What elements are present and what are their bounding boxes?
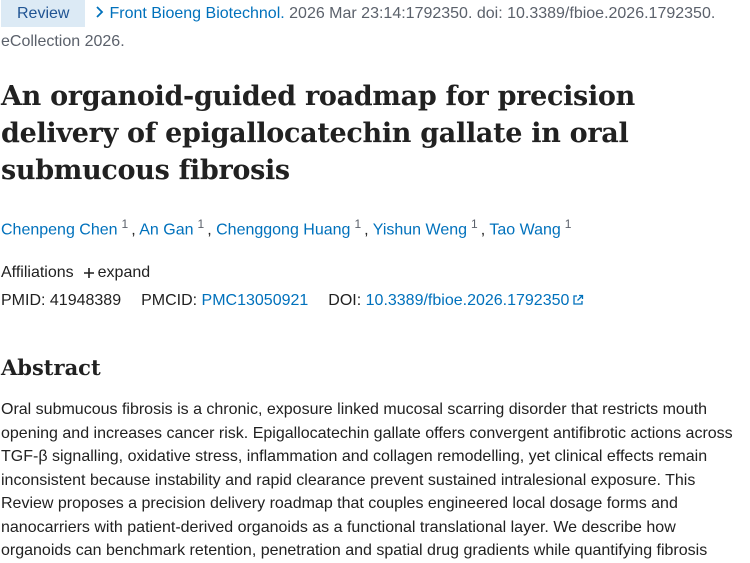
author-separator: ,: [207, 221, 212, 239]
author-separator: ,: [480, 221, 486, 239]
doi-link[interactable]: 10.3389/fbioe.2026.1792350: [365, 292, 570, 310]
citation-details: 2026 Mar 23:14:1792350. doi: 10.3389/fbi…: [289, 5, 716, 22]
journal-link[interactable]: Front Bioeng Biotechnol.: [109, 5, 285, 22]
author-separator: ,: [364, 221, 369, 239]
type-badge: Review: [1, 0, 86, 27]
author-separator: ,: [131, 221, 136, 239]
author-link[interactable]: Yishun Weng: [372, 221, 468, 239]
body: Review Front Bioeng Biotechnol. 2026 Mar …: [1, 0, 733, 560]
pmid: 41948389: [49, 292, 122, 310]
affiliations: Affiliations expand: [1, 259, 750, 287]
ecollection: eCollection 2026.: [1, 33, 125, 50]
citation: Review Front Bioeng Biotechnol. 2026 Mar …: [1, 0, 750, 56]
chevron-icon: [96, 6, 104, 18]
affiliation-ref[interactable]: 1: [564, 217, 572, 231]
pmcid-label: PMCID:: [141, 292, 198, 310]
external-link-icon: [573, 295, 584, 305]
expand-toggle[interactable]: expand: [97, 264, 151, 282]
author-link[interactable]: Chenggong Huang: [216, 221, 351, 239]
abstract-heading: Abstract: [1, 355, 101, 381]
affiliations-label: Affiliations: [1, 264, 74, 282]
abstract-text: Oral submucous fibrosis is a chronic, ex…: [1, 401, 733, 560]
author-link[interactable]: Chenpeng Chen: [1, 221, 118, 239]
author-link[interactable]: An Gan: [139, 221, 194, 239]
page: PubMed article {"citation": {"type_badge…: [1, 0, 733, 560]
pmcid-link[interactable]: PMC13050921: [201, 292, 309, 310]
identifiers: PMID: 41948389 PMCID: PMC13050921 DOI: 10.…: [1, 287, 750, 315]
author-link[interactable]: Tao Wang: [489, 221, 561, 239]
pmid-label: PMID:: [1, 292, 46, 310]
author-list: Chenpeng Chen 1, An Gan 1, Chenggong Huang…: [1, 211, 750, 243]
plus-icon: [83, 268, 94, 279]
affiliation-ref[interactable]: 1: [471, 217, 478, 231]
doi-label: DOI:: [328, 292, 362, 310]
affiliation-ref[interactable]: 1: [197, 217, 205, 231]
article-title: An organoid-guided roadmap for precision…: [1, 81, 635, 186]
affiliation-ref[interactable]: 1: [121, 217, 129, 231]
affiliation-ref[interactable]: 1: [354, 217, 362, 231]
